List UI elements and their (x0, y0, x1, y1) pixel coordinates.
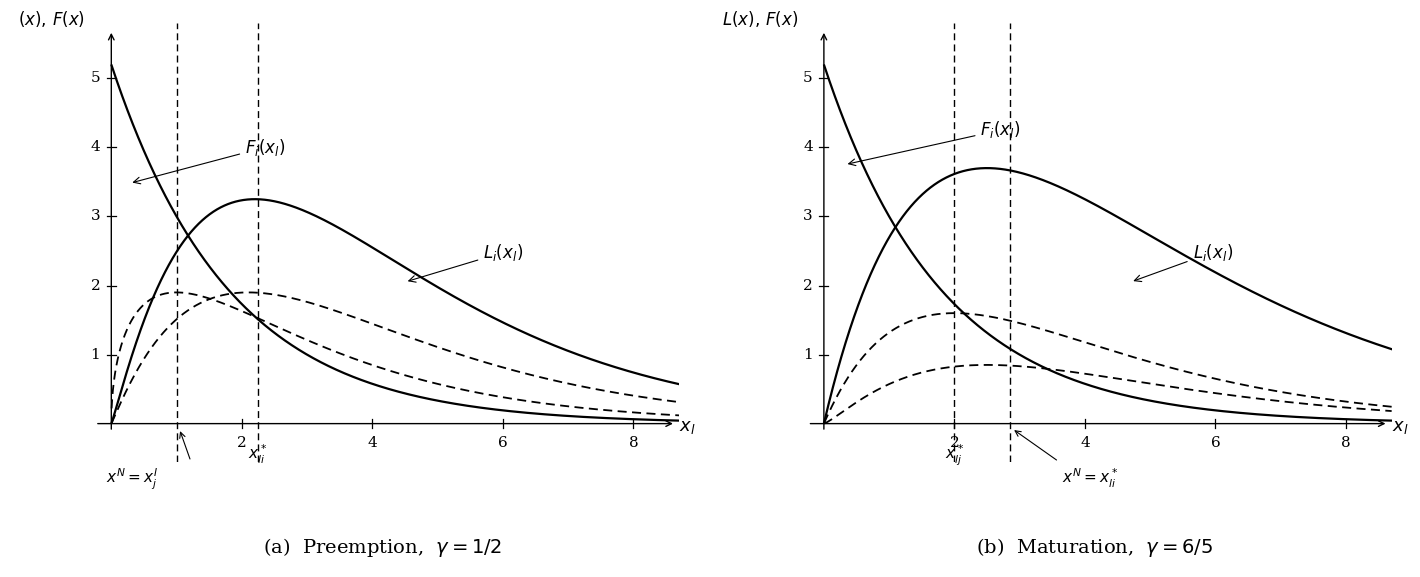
Text: $x^*_{lj}$: $x^*_{lj}$ (944, 443, 964, 468)
Text: $x^*_{li}$: $x^*_{li}$ (248, 443, 268, 466)
Text: 5: 5 (804, 72, 812, 85)
Text: $F_i(x_l)$: $F_i(x_l)$ (849, 119, 1021, 166)
Text: (b)  Maturation,  $\gamma = 6/5$: (b) Maturation, $\gamma = 6/5$ (976, 536, 1213, 559)
Text: $(x),\, F(x)$: $(x),\, F(x)$ (18, 9, 85, 29)
Text: $x_l$: $x_l$ (679, 418, 696, 436)
Text: 8: 8 (1340, 436, 1350, 450)
Text: 3: 3 (91, 209, 101, 223)
Text: $L_i(x_l)$: $L_i(x_l)$ (409, 242, 524, 282)
Text: 6: 6 (498, 436, 508, 450)
Text: 2: 2 (950, 436, 960, 450)
Text: 2: 2 (237, 436, 247, 450)
Text: 2: 2 (91, 279, 101, 293)
Text: 8: 8 (629, 436, 638, 450)
Text: 6: 6 (1210, 436, 1220, 450)
Text: $x^N = x_j^I$: $x^N = x_j^I$ (106, 466, 158, 492)
Text: 1: 1 (91, 347, 101, 362)
Text: 1: 1 (804, 347, 812, 362)
Text: $x^N = x^*_{li}$: $x^N = x^*_{li}$ (1062, 466, 1119, 490)
Text: 5: 5 (91, 72, 101, 85)
Text: 2: 2 (804, 279, 812, 293)
Text: $F_i(x_l)$: $F_i(x_l)$ (133, 137, 285, 183)
Text: $L(x),\, F(x)$: $L(x),\, F(x)$ (721, 9, 798, 29)
Text: 4: 4 (804, 140, 812, 155)
Text: $L_i(x_l)$: $L_i(x_l)$ (1135, 242, 1233, 282)
Text: 4: 4 (91, 140, 101, 155)
Text: (a)  Preemption,  $\gamma = 1/2$: (a) Preemption, $\gamma = 1/2$ (263, 536, 501, 559)
Text: $x_l$: $x_l$ (1392, 418, 1409, 436)
Text: 4: 4 (368, 436, 378, 450)
Text: 4: 4 (1081, 436, 1089, 450)
Text: 3: 3 (804, 209, 812, 223)
